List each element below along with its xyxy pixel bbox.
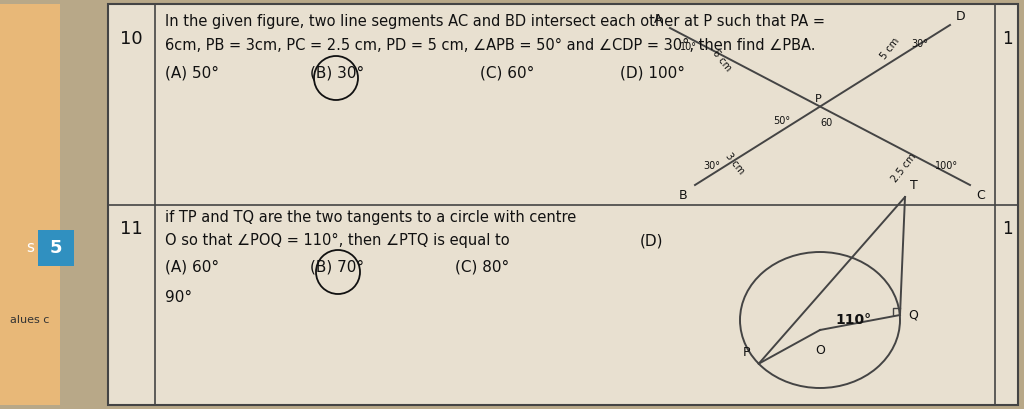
Text: alues c: alues c — [10, 315, 50, 325]
Text: 90°: 90° — [165, 290, 193, 305]
Text: 100°: 100° — [935, 161, 958, 171]
Text: B: B — [678, 189, 687, 202]
Text: In the given figure, two line segments AC and BD intersect each other at P such : In the given figure, two line segments A… — [165, 14, 825, 29]
Text: A: A — [653, 13, 662, 26]
Text: 110°: 110° — [835, 313, 871, 327]
Bar — [38, 230, 74, 266]
Text: C: C — [976, 189, 985, 202]
Text: Q: Q — [908, 308, 918, 321]
Text: (B) 70°: (B) 70° — [310, 260, 365, 275]
Text: (D): (D) — [640, 233, 664, 248]
Text: O so that ∠POQ = 110°, then ∠PTQ is equal to: O so that ∠POQ = 110°, then ∠PTQ is equa… — [165, 233, 510, 248]
Text: 10°: 10° — [680, 42, 697, 52]
Text: (A) 50°: (A) 50° — [165, 66, 219, 81]
Text: 30°: 30° — [911, 39, 929, 49]
Text: 1: 1 — [1001, 220, 1013, 238]
Text: (A) 60°: (A) 60° — [165, 260, 219, 275]
Text: if TP and TQ are the two tangents to a circle with centre: if TP and TQ are the two tangents to a c… — [165, 210, 577, 225]
Bar — [0, 4, 60, 405]
Text: P: P — [815, 94, 821, 104]
Text: 2.5 cm: 2.5 cm — [890, 151, 919, 184]
Text: 50°: 50° — [773, 116, 791, 126]
Text: T: T — [910, 179, 918, 192]
Text: (C) 80°: (C) 80° — [455, 260, 509, 275]
Text: 10: 10 — [120, 30, 142, 48]
Text: 5: 5 — [50, 239, 62, 257]
Text: (C) 60°: (C) 60° — [480, 66, 535, 81]
Text: (D) 100°: (D) 100° — [620, 66, 685, 81]
Text: D: D — [956, 10, 966, 23]
Bar — [108, 4, 1018, 405]
Text: 6cm, PB = 3cm, PC = 2.5 cm, PD = 5 cm, ∠APB = 50° and ∠CDP = 30°, then find ∠PBA: 6cm, PB = 3cm, PC = 2.5 cm, PD = 5 cm, ∠… — [165, 38, 815, 53]
Text: 11: 11 — [120, 220, 142, 238]
Text: s: s — [26, 240, 34, 256]
Text: 1: 1 — [1001, 30, 1013, 48]
Text: 30°: 30° — [703, 161, 720, 171]
Text: 6 cm: 6 cm — [711, 48, 733, 73]
Text: 3 cm: 3 cm — [723, 151, 745, 177]
Text: 60: 60 — [820, 118, 833, 128]
Text: (B) 30°: (B) 30° — [310, 66, 365, 81]
Text: O: O — [815, 344, 825, 357]
Text: P: P — [743, 346, 751, 359]
Text: 5 cm: 5 cm — [879, 36, 901, 61]
